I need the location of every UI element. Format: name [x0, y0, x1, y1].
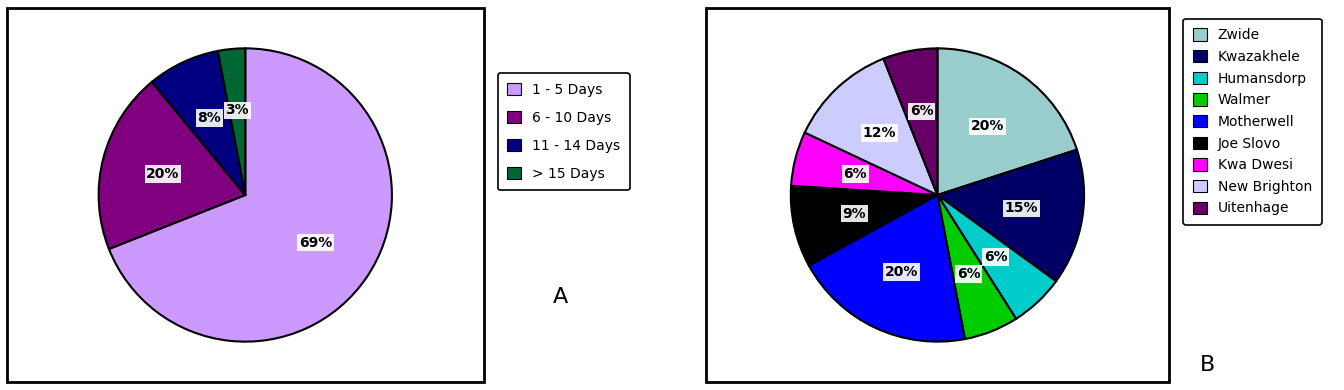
Wedge shape: [790, 186, 938, 266]
Wedge shape: [805, 58, 938, 195]
Wedge shape: [792, 133, 938, 195]
Text: 6%: 6%: [984, 250, 1008, 264]
Text: A: A: [554, 287, 569, 307]
Text: 6%: 6%: [843, 167, 867, 181]
Wedge shape: [109, 48, 392, 342]
Wedge shape: [98, 82, 245, 249]
Text: 8%: 8%: [198, 111, 220, 125]
Wedge shape: [218, 48, 245, 195]
Text: 12%: 12%: [863, 126, 896, 140]
Text: 6%: 6%: [957, 267, 981, 281]
Text: 9%: 9%: [843, 207, 867, 221]
Legend: 1 - 5 Days, 6 - 10 Days, 11 - 14 Days, > 15 Days: 1 - 5 Days, 6 - 10 Days, 11 - 14 Days, >…: [497, 73, 630, 190]
Wedge shape: [938, 195, 1056, 319]
Text: B: B: [1200, 355, 1215, 375]
Wedge shape: [938, 150, 1085, 281]
Text: 20%: 20%: [970, 119, 1004, 133]
Text: 20%: 20%: [146, 167, 180, 181]
Text: 3%: 3%: [226, 103, 249, 117]
Wedge shape: [883, 48, 938, 195]
Wedge shape: [809, 195, 965, 342]
Text: 69%: 69%: [298, 236, 332, 250]
Wedge shape: [152, 51, 245, 195]
Wedge shape: [938, 195, 1016, 339]
Text: 6%: 6%: [910, 105, 933, 119]
Text: 20%: 20%: [884, 265, 918, 279]
Text: 15%: 15%: [1005, 201, 1038, 215]
Wedge shape: [937, 48, 1077, 195]
Legend: Zwide, Kwazakhele, Humansdorp, Walmer, Motherwell, Joe Slovo, Kwa Dwesi, New Bri: Zwide, Kwazakhele, Humansdorp, Walmer, M…: [1183, 19, 1321, 225]
